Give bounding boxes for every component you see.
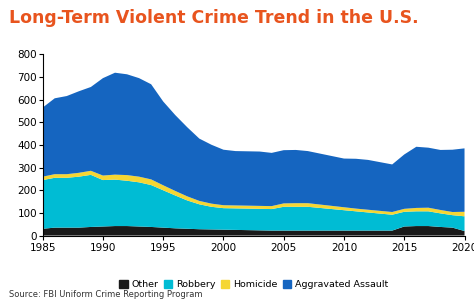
Legend: Other, Robbery, Homicide, Aggravated Assault: Other, Robbery, Homicide, Aggravated Ass…: [119, 280, 388, 289]
Text: Long-Term Violent Crime Trend in the U.S.: Long-Term Violent Crime Trend in the U.S…: [9, 9, 419, 27]
Text: Source: FBI Uniform Crime Reporting Program: Source: FBI Uniform Crime Reporting Prog…: [9, 290, 203, 299]
